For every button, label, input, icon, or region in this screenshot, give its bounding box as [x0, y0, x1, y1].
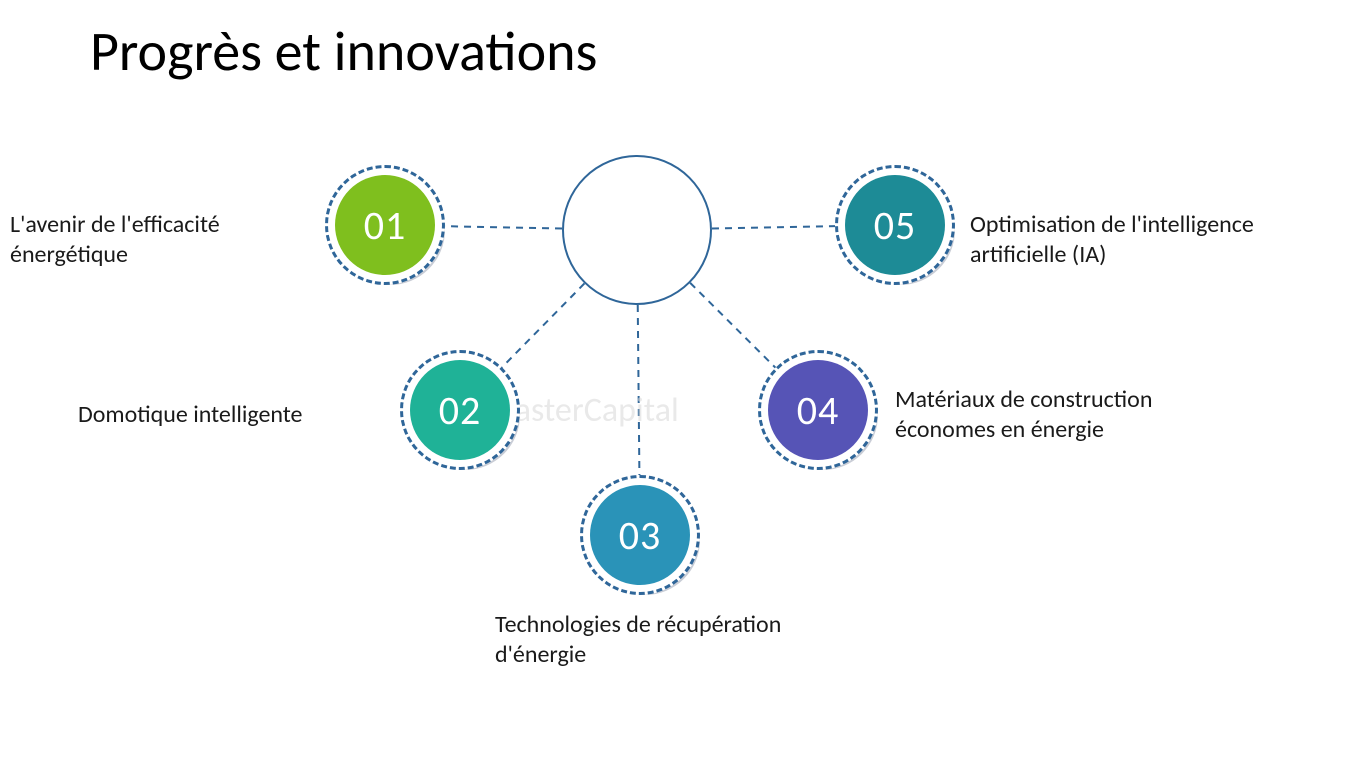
center-hub-circle — [562, 155, 712, 305]
node-n03: 03 — [580, 475, 700, 595]
node-label-n01: L'avenir de l'efficacité énergétique — [10, 210, 290, 270]
node-n04: 04 — [758, 350, 878, 470]
node-number: 03 — [619, 511, 662, 560]
node-label-n02: Domotique intelligente — [78, 400, 378, 430]
node-fill: 04 — [768, 360, 868, 460]
node-fill: 01 — [335, 175, 435, 275]
node-label-n04: Matériaux de construction économes en én… — [895, 385, 1215, 445]
page-title: Progrès et innovations — [90, 18, 597, 86]
node-number: 04 — [797, 386, 840, 435]
diagram-stage: FasterCapital Progrès et innovations 010… — [0, 0, 1350, 769]
connector-n05 — [712, 226, 835, 228]
connector-n03 — [638, 305, 640, 475]
node-fill: 02 — [410, 360, 510, 460]
node-fill: 05 — [845, 175, 945, 275]
node-n02: 02 — [400, 350, 520, 470]
node-number: 01 — [364, 201, 407, 250]
node-n01: 01 — [325, 165, 445, 285]
node-label-n03: Technologies de récupération d'énergie — [495, 610, 815, 670]
connector-n01 — [445, 226, 562, 228]
node-number: 02 — [439, 386, 482, 435]
node-number: 05 — [874, 201, 917, 250]
node-n05: 05 — [835, 165, 955, 285]
node-label-n05: Optimisation de l'intelligence artificie… — [970, 210, 1290, 270]
node-fill: 03 — [590, 485, 690, 585]
